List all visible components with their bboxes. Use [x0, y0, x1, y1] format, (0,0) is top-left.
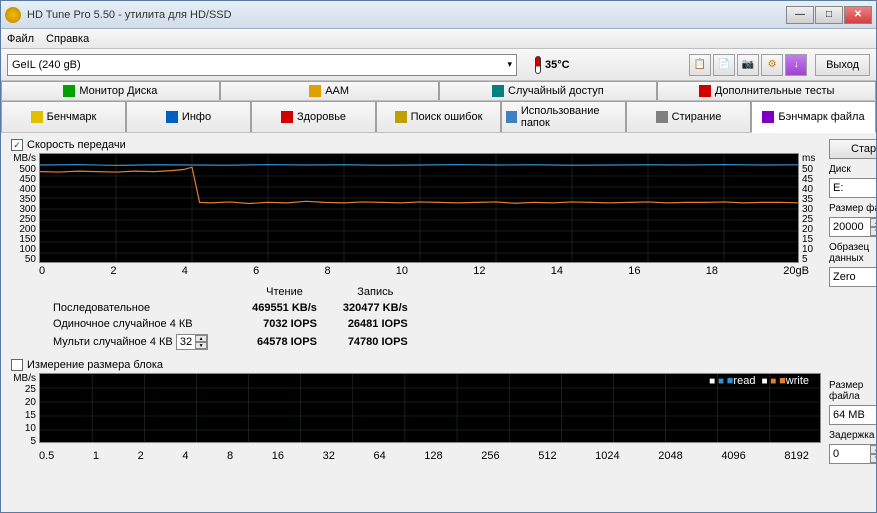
tab-icon [281, 111, 293, 123]
screenshot-button[interactable]: 📷 [737, 54, 759, 76]
transfer-rate-chart [39, 153, 799, 263]
tab-использование-папок[interactable]: Использование папок [501, 101, 626, 132]
tab-icon [762, 111, 774, 123]
tab-поиск-ошибок[interactable]: Поиск ошибок [376, 101, 501, 132]
tab-aam[interactable]: AAM [220, 81, 439, 100]
y2-axis-unit-1: ms [802, 153, 821, 164]
toolbar: GeIL (240 gB) 35°C 📋 📄 📷 ⚙ ↓ Выход [1, 49, 876, 81]
filesize-spinner[interactable]: ▲▼ [829, 217, 876, 237]
close-button[interactable]: ✕ [844, 6, 872, 24]
col-read: Чтение [240, 285, 329, 299]
save-button[interactable]: ↓ [785, 54, 807, 76]
x-axis-2: 0.512481632641282565121024204840968192 [11, 449, 821, 464]
drive-select[interactable]: GeIL (240 gB) [7, 54, 517, 76]
maximize-button[interactable]: □ [815, 6, 843, 24]
options-button[interactable]: ⚙ [761, 54, 783, 76]
tab-row-bottom: БенчмаркИнфоЗдоровьеПоиск ошибокИспользо… [1, 101, 876, 133]
tab-icon [395, 111, 407, 123]
transfer-rate-checkbox[interactable]: ✓ [11, 139, 23, 151]
filesize2-label: Размер файла [829, 380, 876, 402]
tab-инфо[interactable]: Инфо [126, 101, 251, 132]
tab-icon [506, 111, 517, 123]
drive-value: GeIL (240 gB) [12, 59, 81, 71]
app-window: HD Tune Pro 5.50 - утилита для HD/SSD — … [0, 0, 877, 513]
tab-icon [699, 85, 711, 97]
filesize2-combo[interactable]: 64 MB [829, 405, 876, 425]
temperature-display: 35°C [535, 56, 570, 74]
tab-icon [309, 85, 321, 97]
y-axis-unit-2: MB/s [11, 373, 36, 384]
tab-монитор-диска[interactable]: Монитор Диска [1, 81, 220, 100]
menubar: Файл Справка [1, 29, 876, 49]
chart2-legend: ■read■write [709, 375, 809, 387]
tab-icon [656, 111, 668, 123]
temperature-value: 35°C [545, 59, 570, 71]
tab-дополнительные-тесты[interactable]: Дополнительные тесты [657, 81, 876, 100]
tab-стирание[interactable]: Стирание [626, 101, 751, 132]
col-write: Запись [331, 285, 420, 299]
disk-combo[interactable]: E: [829, 178, 876, 198]
x-axis-1: 02468101214161820gB [11, 264, 821, 279]
thermometer-icon [535, 56, 541, 74]
tab-здоровье[interactable]: Здоровье [251, 101, 376, 132]
copy-screenshot-button[interactable]: 📄 [713, 54, 735, 76]
minimize-button[interactable]: — [786, 6, 814, 24]
disk-label: Диск [829, 164, 876, 175]
tab-бэнчмарк-файла[interactable]: Бэнчмарк файла [751, 101, 876, 133]
filesize-label: Размер файла [829, 203, 876, 214]
menu-help[interactable]: Справка [46, 33, 89, 45]
content-area: ✓ Скорость передачи MB/s 500450400350300… [1, 133, 876, 512]
titlebar: HD Tune Pro 5.50 - утилита для HD/SSD — … [1, 1, 876, 29]
y-axis-unit-1: MB/s [11, 153, 36, 164]
pattern-label: Образец данных [829, 242, 876, 264]
side-panel-1: Старт Диск E: Размер файла ▲▼ MB Образец… [829, 139, 876, 359]
tab-icon [166, 111, 178, 123]
blocksize-checkbox[interactable] [11, 359, 23, 371]
queue-depth-spinner[interactable]: 32▲▼ [176, 334, 208, 350]
side-panel-2: Размер файла 64 MB Задержка ▲▼ [829, 359, 876, 464]
tab-icon [31, 111, 43, 123]
tab-icon [492, 85, 504, 97]
menu-file[interactable]: Файл [7, 33, 34, 45]
delay-spinner[interactable]: ▲▼ [829, 444, 876, 464]
window-title: HD Tune Pro 5.50 - утилита для HD/SSD [27, 9, 786, 21]
copy-info-button[interactable]: 📋 [689, 54, 711, 76]
results-table: Чтение Запись Последовательное469551 KB/… [39, 283, 422, 353]
start-button[interactable]: Старт [829, 139, 876, 159]
delay-label: Задержка [829, 430, 876, 441]
blocksize-label: Измерение размера блока [27, 359, 163, 371]
delay-input[interactable] [830, 448, 870, 460]
filesize-input[interactable] [830, 221, 870, 233]
pattern-combo[interactable]: Zero [829, 267, 876, 287]
app-icon [5, 7, 21, 23]
tab-row-top: Монитор ДискаAAMСлучайный доступДополнит… [1, 81, 876, 101]
transfer-rate-label: Скорость передачи [27, 139, 126, 151]
blocksize-chart [39, 373, 821, 443]
exit-button[interactable]: Выход [815, 54, 870, 76]
tab-случайный-доступ[interactable]: Случайный доступ [439, 81, 658, 100]
tab-бенчмарк[interactable]: Бенчмарк [1, 101, 126, 132]
tab-icon [63, 85, 75, 97]
